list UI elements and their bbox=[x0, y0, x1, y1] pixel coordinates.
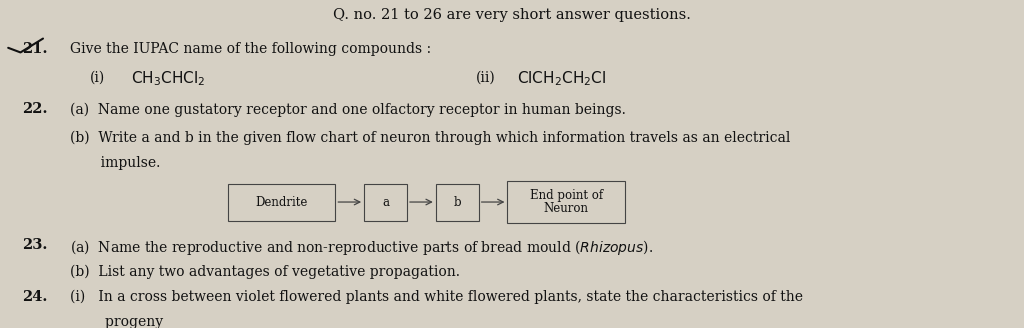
Text: Give the IUPAC name of the following compounds :: Give the IUPAC name of the following com… bbox=[70, 42, 431, 56]
Text: (b)  Write a and b in the given flow chart of neuron through which information t: (b) Write a and b in the given flow char… bbox=[70, 131, 790, 146]
Text: progeny: progeny bbox=[70, 315, 163, 328]
Text: 21.: 21. bbox=[23, 42, 48, 56]
Text: Dendrite: Dendrite bbox=[255, 195, 308, 209]
Text: (i)   In a cross between violet flowered plants and white flowered plants, state: (i) In a cross between violet flowered p… bbox=[70, 290, 803, 304]
Text: 23.: 23. bbox=[23, 238, 48, 252]
Text: (a)  Name the reproductive and non-reproductive parts of bread mould ($\it{Rhizo: (a) Name the reproductive and non-reprod… bbox=[70, 238, 653, 257]
Text: b: b bbox=[454, 195, 461, 209]
Text: $\mathrm{ClCH_2CH_2Cl}$: $\mathrm{ClCH_2CH_2Cl}$ bbox=[517, 70, 606, 88]
Text: (i): (i) bbox=[90, 71, 105, 85]
Text: End point of: End point of bbox=[529, 189, 603, 202]
Text: 24.: 24. bbox=[23, 290, 48, 304]
Text: Neuron: Neuron bbox=[544, 202, 589, 215]
Text: impulse.: impulse. bbox=[70, 156, 160, 170]
Text: a: a bbox=[382, 195, 389, 209]
Text: (ii): (ii) bbox=[476, 71, 496, 85]
Text: 22.: 22. bbox=[23, 102, 48, 116]
Text: (b)  List any two advantages of vegetative propagation.: (b) List any two advantages of vegetativ… bbox=[70, 264, 460, 279]
Text: Q. no. 21 to 26 are very short answer questions.: Q. no. 21 to 26 are very short answer qu… bbox=[333, 8, 691, 22]
Text: $\mathrm{CH_3CHCl_2}$: $\mathrm{CH_3CHCl_2}$ bbox=[131, 70, 206, 88]
Text: (a)  Name one gustatory receptor and one olfactory receptor in human beings.: (a) Name one gustatory receptor and one … bbox=[70, 102, 626, 117]
